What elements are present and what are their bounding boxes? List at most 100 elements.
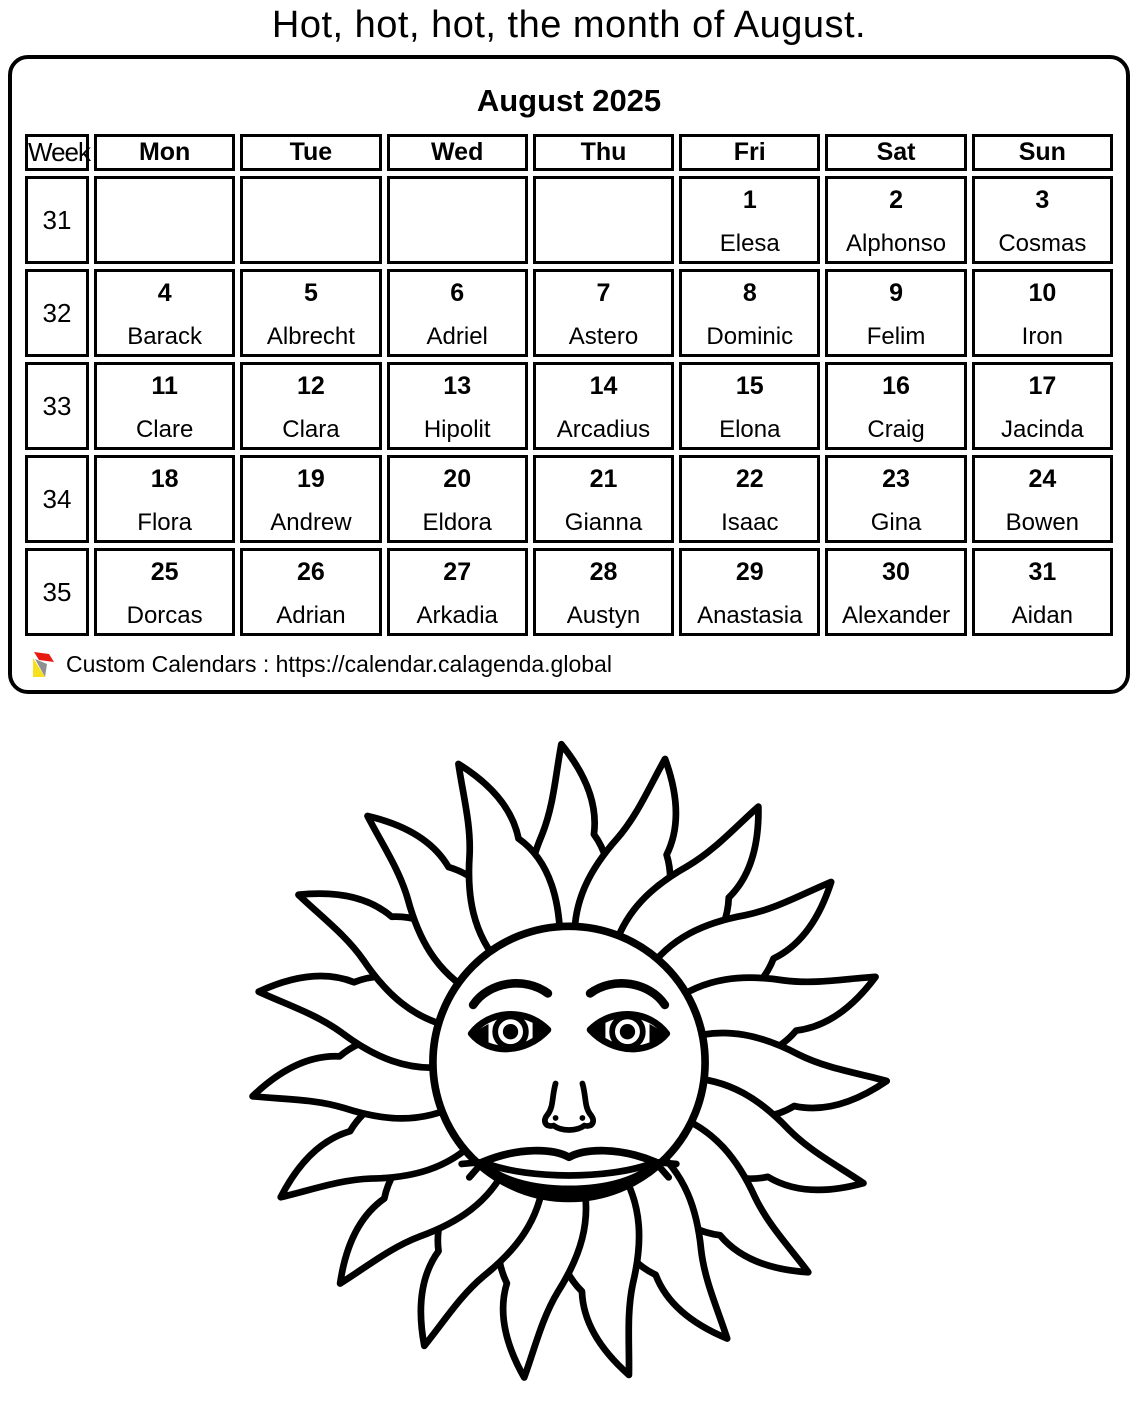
day-number: 17 [1028,372,1057,400]
sun-with-face-line-art [224,700,914,1419]
day-name: Iron [1021,323,1064,350]
mouth-lines [458,1146,680,1199]
day-header-sat: Sat [825,134,967,171]
day-cell: 18 Flora [94,455,236,543]
day-number: 22 [735,465,764,493]
empty-day-cell [94,176,236,264]
day-header-fri: Fri [679,134,821,171]
left-mouth-corner [458,1158,487,1181]
day-cell: 12 Clara [240,362,382,450]
day-header-sun: Sun [971,134,1113,171]
day-name: Barack [127,323,202,350]
day-number: 29 [735,558,764,586]
page-title: Hot, hot, hot, the month of August. [271,4,867,46]
day-name: Eldora [422,509,492,536]
day-number: 3 [1035,186,1050,214]
day-number: 28 [589,558,618,586]
day-cell: 2 Alphonso [825,176,967,264]
day-cell: 9 Felim [825,269,967,357]
day-cell: 13 Hipolit [386,362,528,450]
nose-lines [542,1080,596,1133]
day-name: Clare [135,416,194,443]
day-name: Hipolit [423,416,491,443]
calendar-grid: Week Mon Tue Wed Thu Fri Sat Sun 31 1 Eles… [20,129,1118,641]
day-name: Alphonso [846,230,947,257]
day-number: 13 [443,372,472,400]
day-name: Albrecht [266,323,355,350]
week-row: 34 18 Flora 19 Andrew 20 Eldora 21 Gianna 22 Isaac… [25,455,1113,543]
right-mouth-corner [651,1158,680,1181]
day-number: 11 [151,372,178,400]
right-eye-inner-corner [590,1020,606,1042]
day-number: 12 [297,372,325,400]
day-cell: 10 Iron [971,269,1113,357]
day-name: Felim [866,323,926,350]
day-name: Alexander [842,602,951,629]
day-name: Dorcas [126,602,203,629]
day-name: Adriel [426,323,488,350]
calendar-footer: Custom Calendars : https://calendar.cala… [20,641,1118,684]
day-header-tue: Tue [240,134,382,171]
day-number: 18 [150,465,179,493]
day-header-thu: Thu [532,134,675,171]
day-number: 30 [882,558,910,586]
week-row: 32 4 Barack 5 Albrecht 6 Adriel 7 Astero 8 Dominic… [25,269,1113,357]
day-cell: 14 Arcadius [532,362,675,450]
calendar-frame: August 2025 Week Mon Tue Wed Thu Fri Sat… [8,55,1130,694]
day-cell: 20 Eldora [386,455,528,543]
week-number: 35 [25,548,89,636]
day-cell: 7 Astero [532,269,675,357]
day-name: Flora [137,509,192,536]
day-number: 19 [297,465,325,493]
left-eyebrow-line [468,979,553,1010]
day-number: 31 [1028,558,1057,586]
day-number: 8 [742,279,757,307]
day-name: Elona [719,416,781,443]
day-cell: 26 Adrian [240,548,382,636]
day-cell: 17 Jacinda [971,362,1113,450]
day-name: Dominic [706,323,794,350]
day-cell: 1 Elesa [679,176,821,264]
left-pupil [502,1024,519,1040]
left-eye-inner-corner [532,1020,548,1042]
day-cell: 30 Alexander [825,548,967,636]
empty-day-cell [386,176,528,264]
week-row: 31 1 Elesa 2 Alphonso 3 Cosmas [25,176,1113,264]
left-eye-outer-corner [471,1024,489,1044]
day-name: Bowen [1005,509,1080,536]
day-number: 26 [297,558,325,586]
day-name: Austyn [566,602,641,629]
day-cell: 27 Arkadia [386,548,528,636]
day-number: 16 [882,372,910,400]
day-name: Elesa [719,230,780,257]
day-number: 10 [1028,279,1057,307]
day-name: Craig [867,416,925,443]
day-cell: 19 Andrew [240,455,382,543]
week-number: 33 [25,362,89,450]
day-cell: 31 Aidan [971,548,1113,636]
calendar-month-title: August 2025 [476,83,662,118]
day-name: Aidan [1011,602,1074,629]
day-cell: 16 Craig [825,362,967,450]
week-column-header: Week [25,134,91,171]
day-cell: 6 Adriel [386,269,528,357]
day-name: Andrew [270,509,352,536]
day-name: Clara [282,416,340,443]
day-number: 25 [150,558,179,586]
day-number: 24 [1028,465,1057,493]
day-name: Cosmas [998,230,1087,257]
day-name: Anastasia [697,602,803,629]
day-name: Astero [568,323,639,350]
day-number: 2 [889,186,903,214]
empty-day-cell [532,176,675,264]
day-cell: 28 Austyn [532,548,675,636]
week-row: 33 11 Clare 12 Clara 13 Hipolit 14 Arcadius 15 Elo… [25,362,1113,450]
lip-seam [484,1160,654,1179]
right-eye-outer-corner [649,1024,667,1044]
day-cell: 24 Bowen [971,455,1113,543]
day-number: 1 [742,186,757,214]
day-header-wed: Wed [386,134,528,171]
day-cell: 22 Isaac [679,455,821,543]
day-cell: 5 Albrecht [240,269,382,357]
week-number: 32 [25,269,89,357]
